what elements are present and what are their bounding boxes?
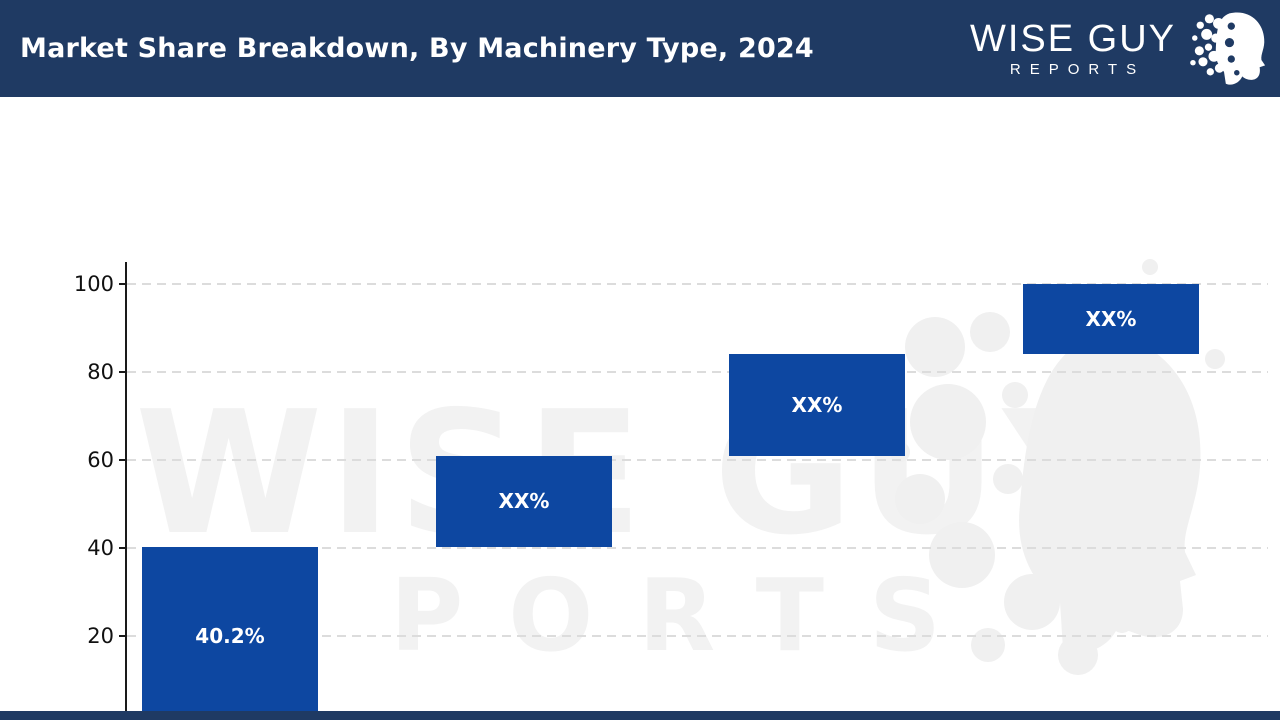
y-axis-tick: [119, 283, 127, 285]
logo-wordmark-line1: WISE GUY: [969, 17, 1176, 60]
logo-wordmark: WISE GUY REPORTS: [970, 20, 1176, 78]
chart-area: WISE GUY PORTS 02040608010040.2%XX%XX%XX…: [0, 97, 1280, 720]
bar-top-drive-systems: XX%: [436, 455, 612, 548]
gridline-y80: [127, 371, 1268, 373]
gridline-y100: [127, 283, 1268, 285]
bar-mud-pumps: XX%: [729, 354, 905, 456]
y-axis-tick: [119, 371, 127, 373]
bar-value-label: XX%: [498, 489, 550, 514]
bar-value-label: XX%: [791, 392, 843, 417]
y-axis-label: 40: [87, 536, 114, 560]
bar-pipe-handling-equipment: XX%: [1023, 284, 1199, 355]
y-axis-label: 60: [87, 448, 114, 472]
bar-value-label: 40.2%: [195, 623, 265, 648]
logo-head-icon: [1190, 12, 1266, 85]
bar-value-label: XX%: [1085, 307, 1137, 332]
y-axis-tick: [119, 547, 127, 549]
chart-title: Market Share Breakdown, By Machinery Typ…: [20, 33, 814, 64]
y-axis-label: 100: [73, 272, 114, 296]
gridline-y60: [127, 459, 1268, 461]
plot-area: 02040608010040.2%XX%XX%XX%Rotary Drillin…: [0, 97, 1280, 720]
y-axis-line: [125, 262, 127, 720]
y-axis-tick: [119, 459, 127, 461]
y-axis-label: 80: [87, 360, 114, 384]
header-bar: Market Share Breakdown, By Machinery Typ…: [0, 0, 1280, 97]
gridline-y20: [127, 635, 1268, 637]
gridline-y40: [127, 547, 1268, 549]
logo-wordmark-line2: REPORTS: [1009, 60, 1146, 78]
y-axis-label: 20: [87, 624, 114, 648]
bar-rotary-drilling-rigs: 40.2%: [142, 547, 318, 720]
footer-bar: [0, 711, 1280, 720]
wise-guy-reports-logo: WISE GUY REPORTS: [970, 7, 1266, 91]
y-axis-tick: [119, 635, 127, 637]
